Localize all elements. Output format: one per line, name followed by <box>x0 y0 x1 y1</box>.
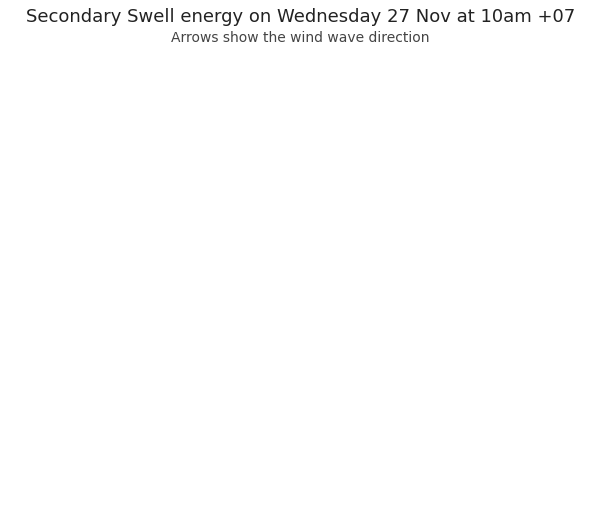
Text: Secondary Swell energy on Wednesday 27 Nov at 10am +07: Secondary Swell energy on Wednesday 27 N… <box>26 8 575 26</box>
Text: Arrows show the wind wave direction: Arrows show the wind wave direction <box>171 31 430 45</box>
Text: No module named 'cartopy': No module named 'cartopy' <box>223 275 378 285</box>
